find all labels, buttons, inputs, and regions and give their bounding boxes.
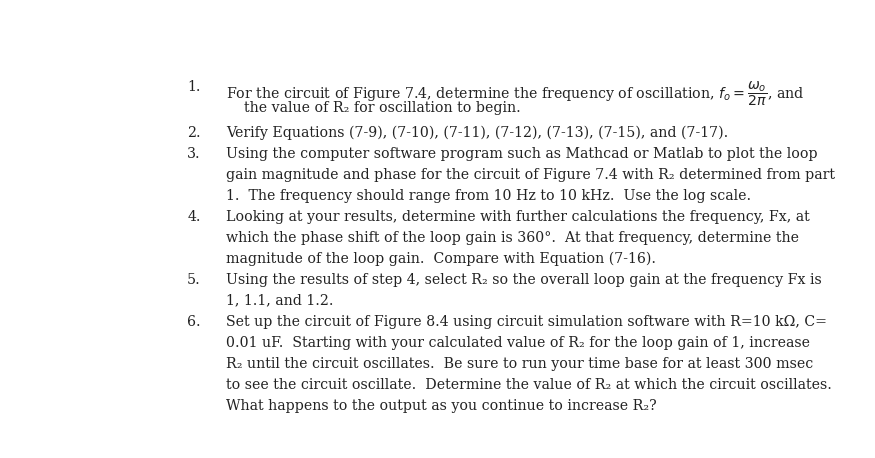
Text: R₂ until the circuit oscillates.  Be sure to run your time base for at least 300: R₂ until the circuit oscillates. Be sure… <box>226 357 813 371</box>
Text: gain magnitude and phase for the circuit of Figure 7.4 with R₂ determined from p: gain magnitude and phase for the circuit… <box>226 168 835 182</box>
Text: What happens to the output as you continue to increase R₂?: What happens to the output as you contin… <box>226 398 656 413</box>
Text: Verify Equations (7-9), (7-10), (7-11), (7-12), (7-13), (7-15), and (7-17).: Verify Equations (7-9), (7-10), (7-11), … <box>226 126 728 140</box>
Text: the value of R₂ for oscillation to begin.: the value of R₂ for oscillation to begin… <box>226 101 521 114</box>
Text: Set up the circuit of Figure 8.4 using circuit simulation software with R=10 kΩ,: Set up the circuit of Figure 8.4 using c… <box>226 315 827 329</box>
Text: which the phase shift of the loop gain is 360°.  At that frequency, determine th: which the phase shift of the loop gain i… <box>226 231 799 245</box>
Text: magnitude of the loop gain.  Compare with Equation (7-16).: magnitude of the loop gain. Compare with… <box>226 252 656 266</box>
Text: 1.: 1. <box>187 80 201 93</box>
Text: 2.: 2. <box>187 126 201 140</box>
Text: 6.: 6. <box>187 315 201 329</box>
Text: 1.  The frequency should range from 10 Hz to 10 kHz.  Use the log scale.: 1. The frequency should range from 10 Hz… <box>226 189 751 203</box>
Text: 1, 1.1, and 1.2.: 1, 1.1, and 1.2. <box>226 294 333 308</box>
Text: Using the results of step 4, select R₂ so the overall loop gain at the frequency: Using the results of step 4, select R₂ s… <box>226 273 822 287</box>
Text: Looking at your results, determine with further calculations the frequency, Fx, : Looking at your results, determine with … <box>226 210 809 224</box>
Text: 5.: 5. <box>187 273 201 287</box>
Text: For the circuit of Figure 7.4, determine the frequency of oscillation, $f_o = \d: For the circuit of Figure 7.4, determine… <box>226 80 804 109</box>
Text: 3.: 3. <box>187 147 201 161</box>
Text: 0.01 uF.  Starting with your calculated value of R₂ for the loop gain of 1, incr: 0.01 uF. Starting with your calculated v… <box>226 336 810 349</box>
Text: Using the computer software program such as Mathcad or Matlab to plot the loop: Using the computer software program such… <box>226 147 817 161</box>
Text: to see the circuit oscillate.  Determine the value of R₂ at which the circuit os: to see the circuit oscillate. Determine … <box>226 378 832 392</box>
Text: 4.: 4. <box>187 210 201 224</box>
